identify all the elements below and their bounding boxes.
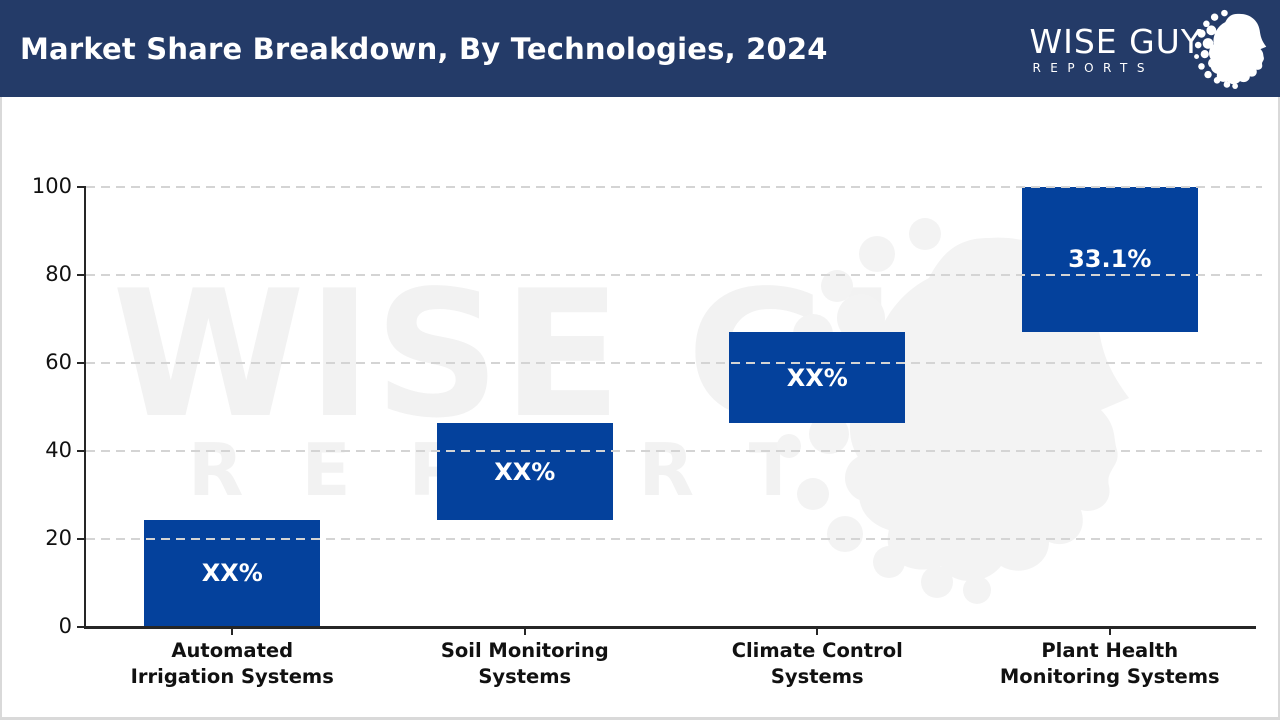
y-tick-mark	[77, 537, 85, 540]
y-tick-label: 60	[45, 349, 72, 374]
y-tick-label: 20	[45, 525, 72, 550]
y-tick-label: 100	[31, 173, 72, 198]
gridline	[86, 537, 1262, 540]
x-tick-mark	[816, 627, 819, 635]
bar-value-label: XX%	[786, 363, 848, 392]
x-category-label: Plant Health Monitoring Systems	[999, 639, 1220, 689]
wiseguy-logo: WISE GUY REPORTS	[1029, 8, 1274, 92]
x-category-label: Climate Control Systems	[731, 639, 903, 689]
y-tick-mark	[77, 273, 85, 276]
bar-value-label: 33.1%	[1068, 245, 1152, 274]
logo-wordmark: WISE GUY	[1029, 22, 1202, 62]
gridline	[86, 449, 1262, 452]
gridline	[86, 361, 1262, 364]
x-category-label: Soil Monitoring Systems	[440, 639, 609, 689]
logo-text: WISE GUY REPORTS	[1029, 25, 1202, 75]
logo-subtext: REPORTS	[1032, 60, 1154, 75]
bar-segment	[1021, 186, 1198, 333]
y-axis-line	[84, 186, 86, 628]
bar-segment	[729, 332, 906, 424]
x-tick-mark	[523, 627, 526, 635]
bar-segment	[436, 423, 613, 521]
y-tick-label: 40	[45, 437, 72, 462]
gridline	[86, 185, 1262, 188]
bar-value-label: XX%	[494, 457, 556, 486]
y-tick-mark	[77, 361, 85, 364]
y-tick-mark	[77, 185, 85, 188]
gridline	[86, 273, 1262, 276]
x-tick-mark	[231, 627, 234, 635]
y-tick-mark	[77, 625, 85, 628]
header-bar: Market Share Breakdown, By Technologies,…	[0, 0, 1280, 97]
dotted-head-icon	[1194, 9, 1267, 89]
bar-value-label: XX%	[201, 559, 263, 588]
page-title: Market Share Breakdown, By Technologies,…	[20, 31, 828, 66]
y-tick-mark	[77, 449, 85, 452]
x-axis-line	[84, 626, 1256, 629]
y-tick-label: 80	[45, 261, 72, 286]
x-tick-mark	[1108, 627, 1111, 635]
y-tick-label: 0	[58, 613, 72, 638]
x-category-label: Automated Irrigation Systems	[130, 639, 334, 689]
